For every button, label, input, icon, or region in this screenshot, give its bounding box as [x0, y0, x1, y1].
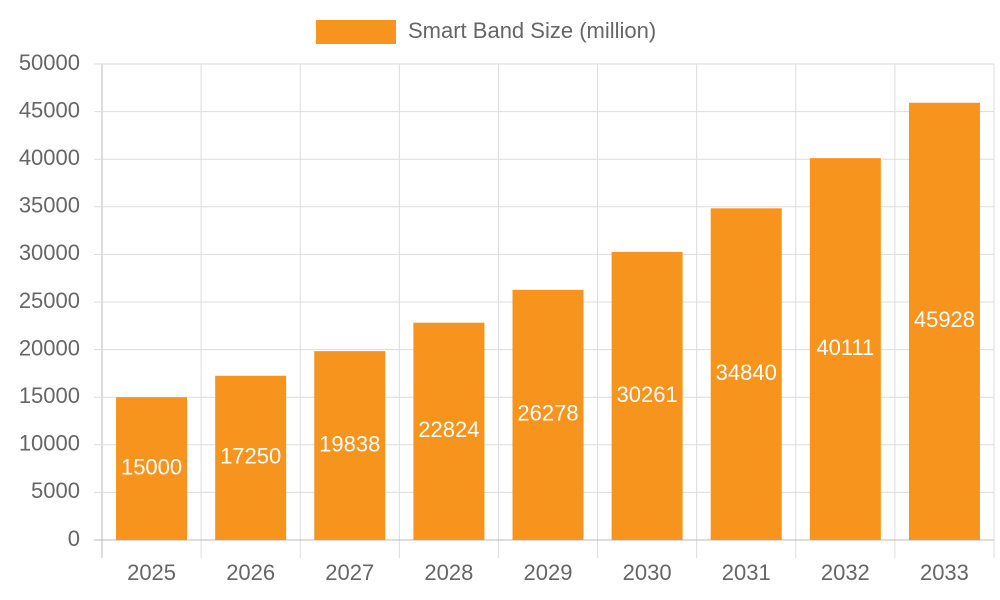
- bar: [512, 289, 584, 540]
- bar: [314, 351, 386, 540]
- x-tick-label: 2031: [722, 560, 771, 585]
- data-label: 34840: [716, 360, 777, 385]
- data-label: 17250: [220, 444, 281, 469]
- data-label: 15000: [121, 454, 182, 479]
- legend-label: Smart Band Size (million): [408, 18, 656, 43]
- y-tick-label: 10000: [19, 431, 80, 456]
- x-tick-label: 2025: [127, 560, 176, 585]
- bar: [116, 397, 188, 540]
- bar: [908, 102, 980, 540]
- y-tick-label: 50000: [19, 50, 80, 75]
- legend-swatch: [316, 20, 396, 44]
- x-tick-label: 2029: [524, 560, 573, 585]
- x-tick-label: 2032: [821, 560, 870, 585]
- y-tick-label: 0: [68, 526, 80, 551]
- x-tick-label: 2027: [325, 560, 374, 585]
- data-label: 19838: [319, 431, 380, 456]
- data-label: 45928: [914, 307, 975, 332]
- y-tick-label: 45000: [19, 97, 80, 122]
- data-label: 40111: [816, 335, 874, 360]
- y-tick-label: 25000: [19, 288, 80, 313]
- x-tick-label: 2028: [424, 560, 473, 585]
- y-tick-label: 5000: [31, 478, 80, 503]
- x-tick-label: 2026: [226, 560, 275, 585]
- bar: [809, 158, 881, 540]
- bar: [611, 251, 683, 540]
- bar: [215, 375, 287, 540]
- y-tick-label: 15000: [19, 383, 80, 408]
- y-tick-label: 40000: [19, 145, 80, 170]
- x-tick-label: 2033: [920, 560, 969, 585]
- x-tick-label: 2030: [623, 560, 672, 585]
- bar: [710, 208, 782, 541]
- y-tick-label: 20000: [19, 335, 80, 360]
- bar: [413, 322, 485, 540]
- data-label: 30261: [617, 382, 678, 407]
- y-tick-label: 30000: [19, 240, 80, 265]
- data-label: 26278: [517, 401, 578, 426]
- data-label: 22824: [418, 417, 479, 442]
- y-tick-label: 35000: [19, 193, 80, 218]
